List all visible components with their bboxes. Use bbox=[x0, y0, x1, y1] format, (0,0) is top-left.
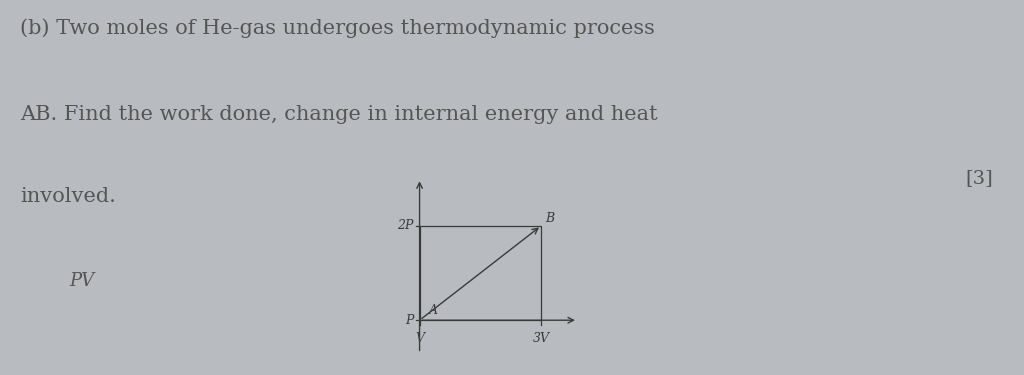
Text: 2P: 2P bbox=[397, 219, 414, 232]
Text: B: B bbox=[546, 212, 555, 225]
Text: P: P bbox=[406, 314, 414, 327]
Text: PV: PV bbox=[70, 272, 94, 290]
Text: [3]: [3] bbox=[966, 169, 993, 187]
Text: V: V bbox=[415, 332, 424, 345]
Text: involved.: involved. bbox=[20, 188, 117, 207]
Text: (b) Two moles of He-gas undergoes thermodynamic process: (b) Two moles of He-gas undergoes thermo… bbox=[20, 19, 655, 38]
Text: AB. Find the work done, change in internal energy and heat: AB. Find the work done, change in intern… bbox=[20, 105, 658, 124]
Text: A: A bbox=[429, 304, 437, 317]
Text: 3V: 3V bbox=[532, 332, 550, 345]
